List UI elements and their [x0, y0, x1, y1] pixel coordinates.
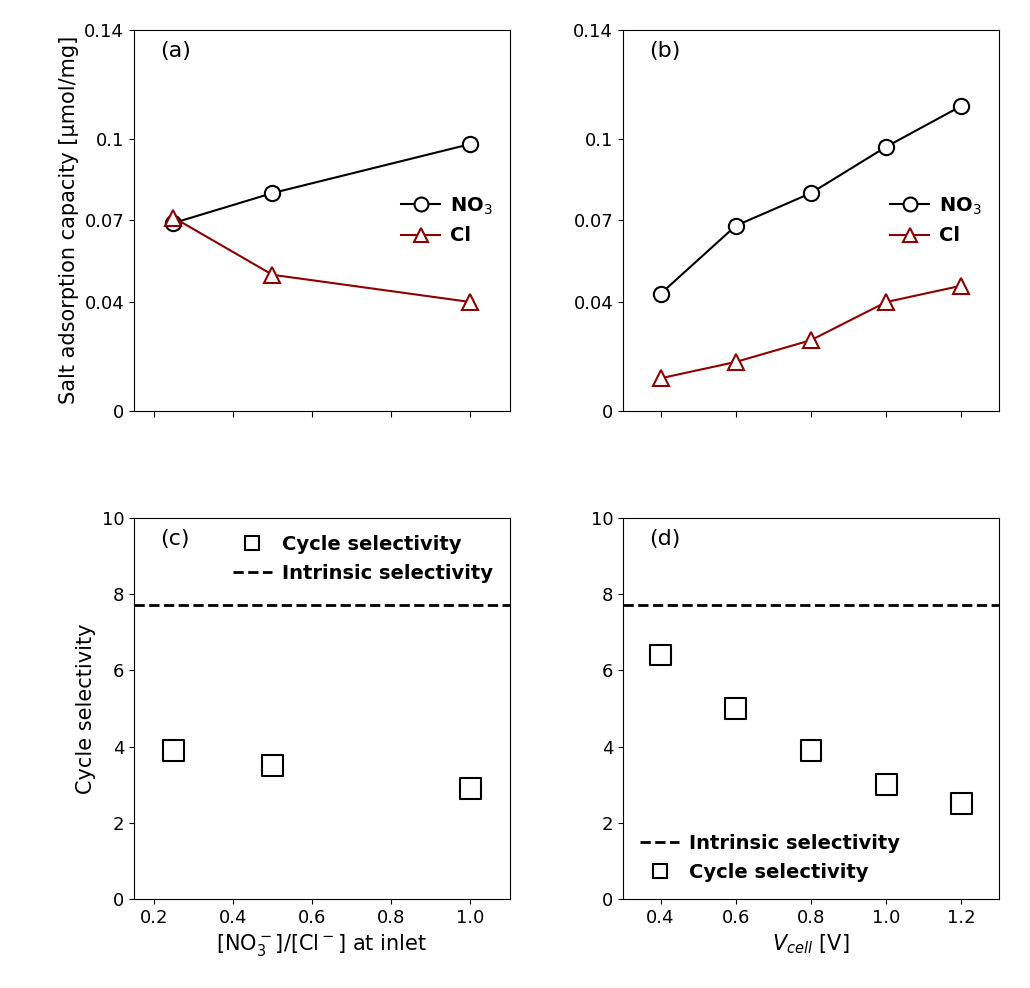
Legend: NO$_3$, Cl: NO$_3$, Cl [393, 188, 501, 253]
Legend: Cycle selectivity, Intrinsic selectivity: Cycle selectivity, Intrinsic selectivity [226, 528, 501, 591]
Point [165, 742, 181, 758]
Text: (b): (b) [649, 41, 681, 61]
Text: (a): (a) [161, 41, 192, 61]
Point [652, 647, 668, 663]
Legend: NO$_3$, Cl: NO$_3$, Cl [883, 188, 990, 253]
Point [727, 700, 744, 716]
X-axis label: $V_{cell}$ [V]: $V_{cell}$ [V] [772, 933, 850, 956]
Legend: Intrinsic selectivity, Cycle selectivity: Intrinsic selectivity, Cycle selectivity [632, 826, 907, 889]
Y-axis label: Salt adsorption capacity [μmol/mg]: Salt adsorption capacity [μmol/mg] [59, 37, 78, 404]
Text: (d): (d) [649, 530, 681, 549]
Point [802, 742, 819, 758]
Text: (c): (c) [161, 530, 190, 549]
Point [265, 758, 281, 774]
Y-axis label: Cycle selectivity: Cycle selectivity [76, 623, 96, 793]
Point [953, 796, 969, 812]
Point [878, 777, 894, 792]
Point [462, 781, 479, 796]
X-axis label: [NO$_3^-$]/[Cl$^-$] at inlet: [NO$_3^-$]/[Cl$^-$] at inlet [216, 933, 427, 958]
